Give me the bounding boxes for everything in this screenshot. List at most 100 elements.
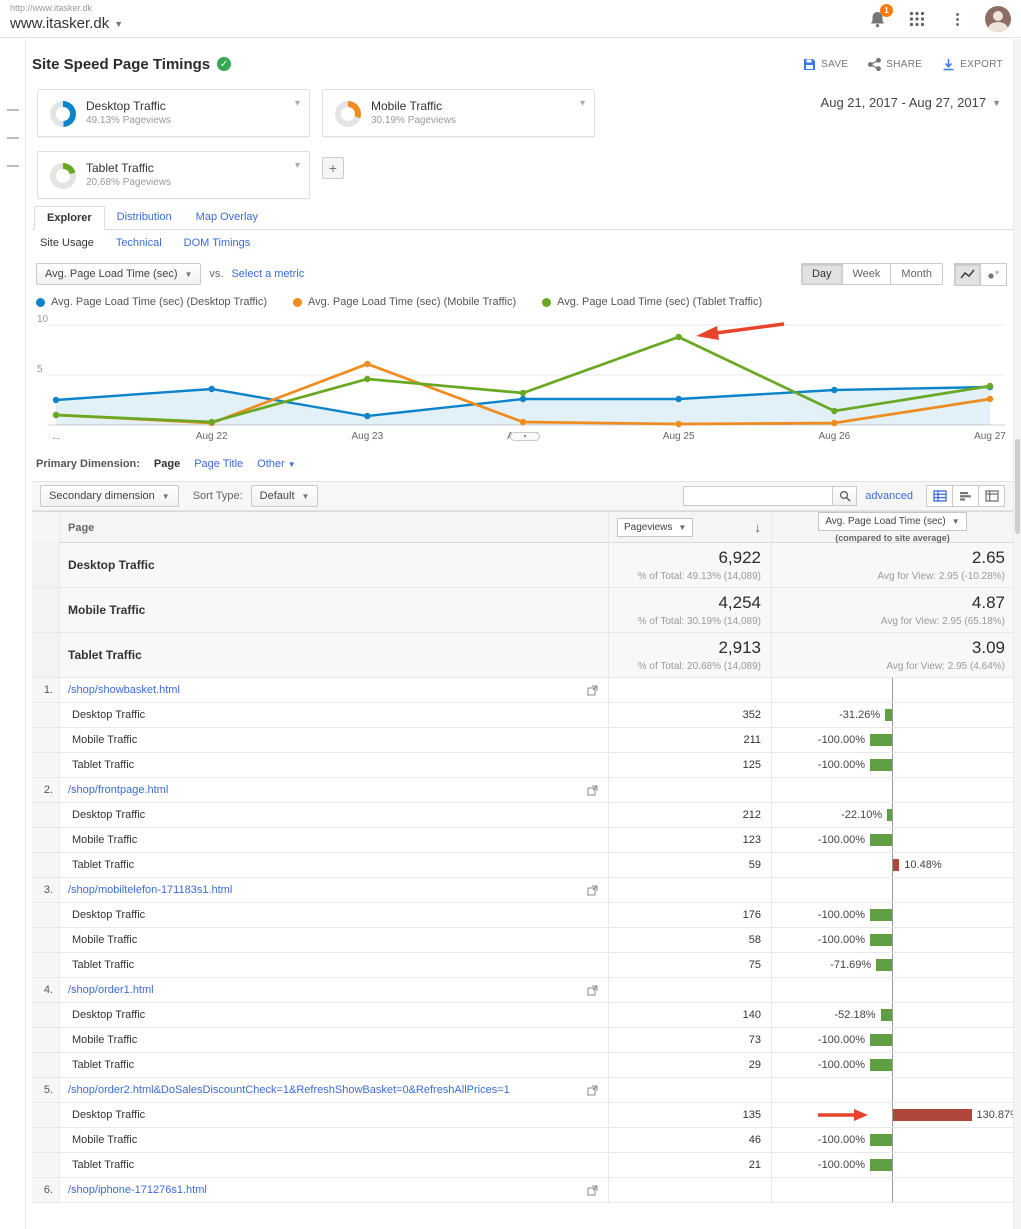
dimension-page-title[interactable]: Page Title [194, 458, 244, 470]
comparison-axis [892, 678, 893, 702]
comparison-bar-negative [885, 709, 892, 721]
legend-dot [542, 297, 552, 307]
metric-comparison-cell: -100.00% [771, 728, 1013, 752]
pivot-view-icon[interactable] [978, 485, 1005, 507]
chevron-down-icon[interactable]: ▾ [294, 98, 300, 109]
metric-comparison-cell: -22.10% [771, 803, 1013, 827]
search-icon[interactable] [833, 486, 858, 506]
svg-text:Aug 23: Aug 23 [351, 431, 383, 442]
comparison-bar-negative [887, 809, 892, 821]
segment-card-desktop[interactable]: Desktop Traffic 49.13% Pageviews ▾ [37, 89, 310, 137]
table-search-input[interactable] [683, 486, 834, 506]
tab-distribution[interactable]: Distribution [116, 211, 172, 223]
segment-data-row: Desktop Traffic 352 -31.26% [32, 703, 1013, 728]
line-chart-view-icon[interactable] [954, 262, 981, 286]
granularity-day-button[interactable]: Day [800, 263, 843, 285]
comparison-view-icon[interactable] [952, 485, 979, 507]
subtab-technical[interactable]: Technical [115, 237, 162, 249]
timeline-scrubber-handle[interactable]: ▾ [510, 432, 540, 441]
segment-name: Tablet Traffic [86, 161, 154, 175]
advanced-search-link[interactable]: advanced [865, 490, 913, 502]
subtab-dom-timings[interactable]: DOM Timings [183, 237, 251, 249]
page-link[interactable]: /shop/order1.html [68, 984, 154, 996]
segment-name: Mobile Traffic [72, 934, 138, 946]
segment-data-row: Desktop Traffic 212 -22.10% [32, 803, 1013, 828]
segment-name: Desktop Traffic [72, 709, 146, 721]
open-in-new-icon[interactable] [587, 1185, 598, 1196]
segment-data-row: Mobile Traffic 58 -100.00% [32, 928, 1013, 953]
sort-direction-icon[interactable]: ↓ [754, 520, 762, 535]
segment-card-mobile[interactable]: Mobile Traffic 30.19% Pageviews ▾ [322, 89, 595, 137]
comparison-bar-negative [870, 1059, 892, 1071]
notifications-bell-icon[interactable]: 1 [865, 4, 893, 31]
export-button[interactable]: EXPORT [942, 58, 1003, 71]
chevron-down-icon[interactable]: ▾ [294, 160, 300, 171]
open-in-new-icon[interactable] [587, 785, 598, 796]
metric-comparison-cell: -71.69% [771, 953, 1013, 977]
sidebar-item-stub[interactable] [6, 109, 19, 111]
apps-grid-icon[interactable] [905, 7, 929, 31]
metric-comparison-cell: 130.87% [771, 1103, 1020, 1127]
account-selector[interactable]: www.itasker.dk ▼ [10, 15, 123, 32]
export-icon [943, 58, 954, 70]
metric-column-dropdown[interactable]: Avg. Page Load Time (sec) ▼ [818, 512, 967, 531]
data-table-view-icon[interactable] [926, 485, 953, 507]
page-link[interactable]: /shop/showbasket.html [68, 684, 180, 696]
pageviews-value: 46 [608, 1128, 771, 1152]
account-name: www.itasker.dk [10, 15, 110, 32]
pageviews-value: 75 [608, 953, 771, 977]
segment-name: Desktop Traffic [72, 1009, 146, 1021]
date-range-selector[interactable]: Aug 21, 2017 - Aug 27, 2017 ▼ [821, 95, 1001, 110]
motion-chart-view-icon[interactable] [980, 262, 1007, 286]
sort-type-dropdown[interactable]: Default ▼ [250, 485, 319, 507]
segment-donut [335, 101, 361, 127]
secondary-dimension-button[interactable]: Secondary dimension ▼ [40, 485, 179, 507]
dimension-other[interactable]: Other ▼ [257, 458, 296, 470]
subtab-site-usage[interactable]: Site Usage [40, 237, 94, 249]
open-in-new-icon[interactable] [587, 685, 598, 696]
segment-card-tablet[interactable]: Tablet Traffic 20.68% Pageviews ▾ [37, 151, 310, 199]
chevron-down-icon: ▼ [992, 97, 1001, 108]
share-button[interactable]: SHARE [868, 57, 922, 71]
scrollbar-thumb[interactable] [1015, 439, 1020, 534]
row-number: 3. [32, 878, 60, 902]
sidebar-item-stub[interactable] [6, 165, 19, 167]
segment-data-row: Mobile Traffic 73 -100.00% [32, 1028, 1013, 1053]
open-in-new-icon[interactable] [587, 985, 598, 996]
notification-badge: 1 [880, 4, 893, 17]
chevron-down-icon[interactable]: ▾ [579, 98, 585, 109]
page-link[interactable]: /shop/frontpage.html [68, 784, 169, 796]
save-button[interactable]: SAVE [803, 58, 848, 71]
page-link[interactable]: /shop/iphone-171276s1.html [68, 1184, 207, 1196]
row-number: 5. [32, 1078, 60, 1102]
page-link[interactable]: /shop/mobiltelefon-171183s1.html [68, 884, 233, 896]
add-segment-button[interactable]: + [322, 157, 344, 179]
metric-comparison-cell: -100.00% [771, 753, 1013, 777]
tab-explorer[interactable]: Explorer [34, 206, 105, 230]
tab-map-overlay[interactable]: Map Overlay [195, 211, 259, 223]
pageviews-value: 212 [608, 803, 771, 827]
more-options-icon[interactable] [945, 7, 969, 31]
page-link[interactable]: /shop/order2.html&DoSalesDiscountCheck=1… [68, 1084, 510, 1096]
pageviews-column-dropdown[interactable]: Pageviews ▼ [617, 518, 694, 537]
segment-name: Tablet Traffic [72, 859, 135, 871]
pageviews-value: 140 [608, 1003, 771, 1027]
granularity-month-button[interactable]: Month [890, 263, 943, 285]
select-metric-link[interactable]: Select a metric [231, 268, 305, 280]
user-avatar[interactable] [985, 6, 1011, 32]
dimension-page[interactable]: Page [153, 458, 181, 470]
metric-total: 4.87 [971, 593, 1005, 612]
metric-dropdown[interactable]: Avg. Page Load Time (sec) ▼ [36, 263, 202, 285]
page-row: 1. /shop/showbasket.html [32, 678, 1013, 703]
comparison-axis [892, 778, 893, 802]
open-in-new-icon[interactable] [587, 1085, 598, 1096]
open-in-new-icon[interactable] [587, 885, 598, 896]
granularity-week-button[interactable]: Week [841, 263, 892, 285]
segment-data-row: Mobile Traffic 46 -100.00% [32, 1128, 1013, 1153]
pageviews-value: 58 [608, 928, 771, 952]
segment-donut [50, 101, 76, 127]
share-icon [868, 57, 882, 71]
sidebar-item-stub[interactable] [6, 137, 19, 139]
pageviews-value: 125 [608, 753, 771, 777]
